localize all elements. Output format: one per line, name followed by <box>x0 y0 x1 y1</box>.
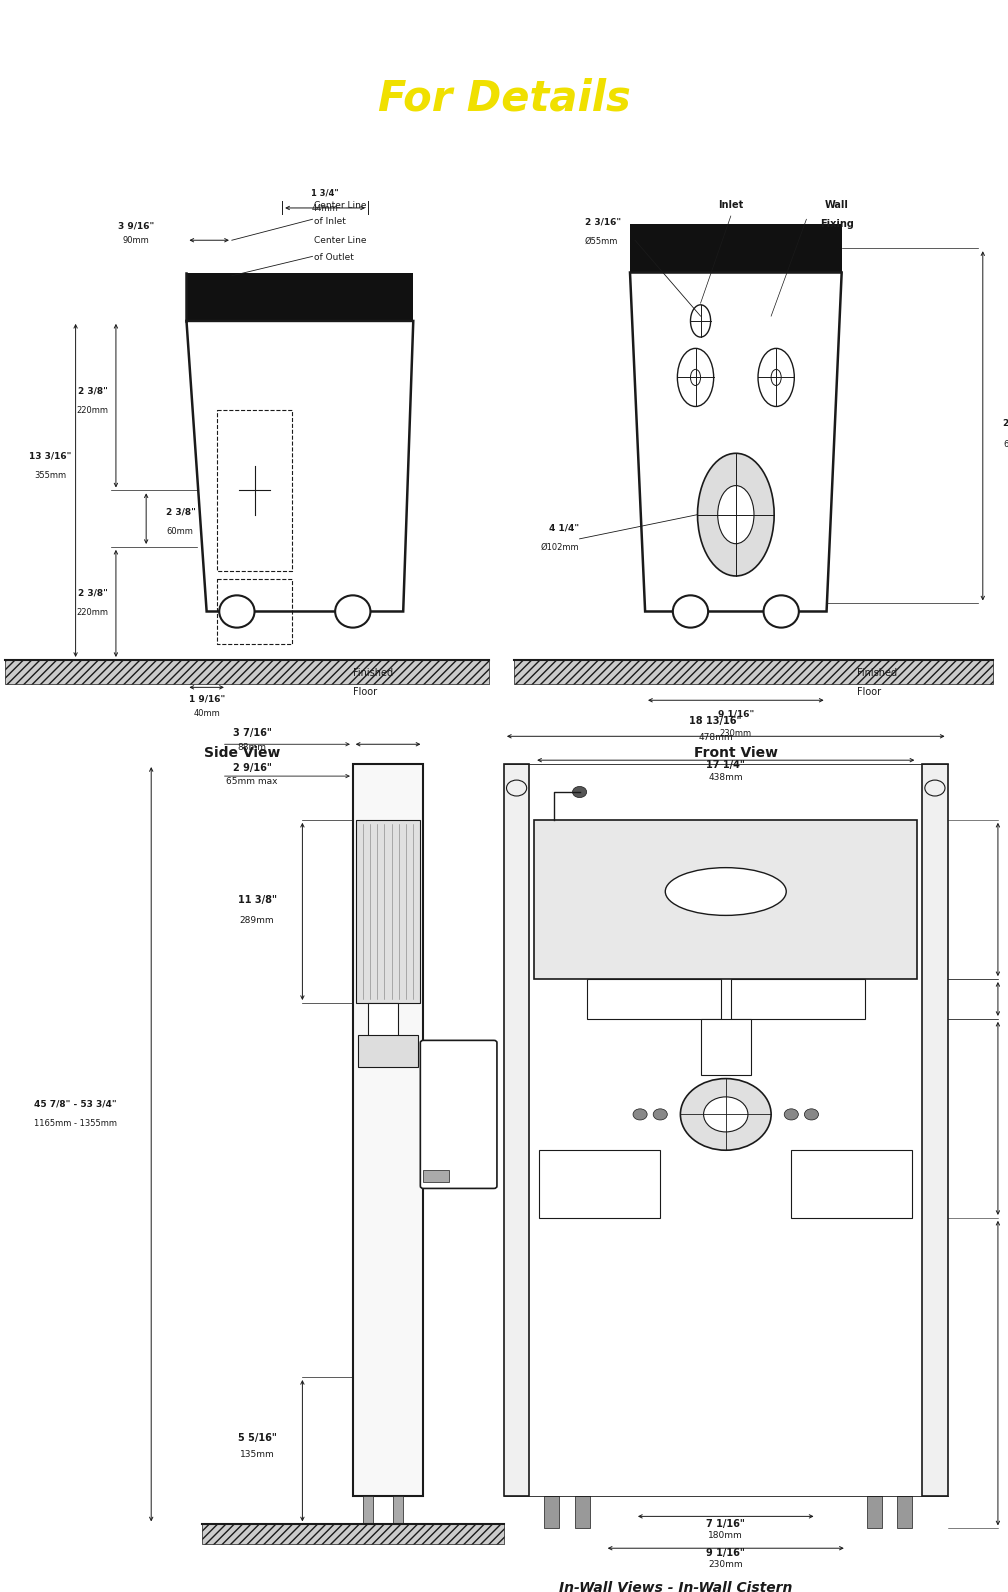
Bar <box>358 1035 418 1067</box>
Bar <box>922 764 948 1496</box>
Text: Floor: Floor <box>857 688 881 697</box>
Text: WALL HUNG: WALL HUNG <box>410 27 598 56</box>
Bar <box>514 661 993 685</box>
Text: 65mm max: 65mm max <box>226 777 278 786</box>
Bar <box>186 272 413 322</box>
Circle shape <box>573 786 587 798</box>
Text: 7 1/16": 7 1/16" <box>707 1519 745 1528</box>
Text: 11 3/8": 11 3/8" <box>238 895 276 906</box>
Text: 220mm: 220mm <box>77 406 109 416</box>
Text: Finished: Finished <box>857 669 897 678</box>
Text: 1 9/16": 1 9/16" <box>188 694 225 704</box>
Text: Side View: Side View <box>204 745 280 759</box>
Text: 88mm: 88mm <box>238 743 266 751</box>
Ellipse shape <box>764 595 798 627</box>
Polygon shape <box>186 322 413 611</box>
Circle shape <box>680 1079 771 1149</box>
Text: 1 3/4": 1 3/4" <box>311 188 339 197</box>
Ellipse shape <box>665 868 786 915</box>
Text: 4 1/4": 4 1/4" <box>549 524 580 533</box>
Text: 9 1/16": 9 1/16" <box>718 710 754 718</box>
Text: 220mm: 220mm <box>77 608 109 616</box>
Text: Inlet: Inlet <box>718 201 744 210</box>
Text: 1165mm - 1355mm: 1165mm - 1355mm <box>34 1119 117 1129</box>
Bar <box>587 979 721 1019</box>
Text: TAP HERE: TAP HERE <box>463 60 545 75</box>
Polygon shape <box>630 272 842 611</box>
Text: Center Line: Center Line <box>314 201 367 210</box>
Text: 9 1/16": 9 1/16" <box>707 1547 745 1559</box>
Text: In-Wall Views - In-Wall Cistern: In-Wall Views - In-Wall Cistern <box>558 1581 792 1592</box>
Text: 230mm: 230mm <box>709 1560 743 1568</box>
Bar <box>393 1496 403 1528</box>
Circle shape <box>653 1108 667 1121</box>
Text: 40mm: 40mm <box>194 710 220 718</box>
Bar <box>867 1496 882 1528</box>
Bar <box>539 1149 660 1218</box>
Circle shape <box>704 1097 748 1132</box>
Circle shape <box>698 454 774 576</box>
Text: Fixing: Fixing <box>820 220 854 229</box>
Text: 180mm: 180mm <box>709 1532 743 1539</box>
Text: 17 1/4": 17 1/4" <box>707 759 745 771</box>
Circle shape <box>804 1108 818 1121</box>
Text: Finished: Finished <box>353 669 393 678</box>
Bar <box>630 224 842 272</box>
Bar <box>423 1170 449 1181</box>
Text: 44mm: 44mm <box>311 204 339 213</box>
Text: 2 3/16": 2 3/16" <box>585 217 621 226</box>
Text: 2 3/8": 2 3/8" <box>78 387 108 395</box>
Bar <box>701 1019 751 1075</box>
Bar <box>5 661 489 685</box>
Text: of Outlet: of Outlet <box>314 253 355 261</box>
Text: 135mm: 135mm <box>240 1450 274 1458</box>
Text: 3 9/16": 3 9/16" <box>118 221 154 231</box>
Text: For Details: For Details <box>378 76 630 119</box>
Text: Center Line: Center Line <box>314 237 367 245</box>
Text: 90mm: 90mm <box>123 237 149 245</box>
Text: 438mm: 438mm <box>709 774 743 782</box>
Bar <box>575 1496 590 1528</box>
Bar <box>363 1496 373 1528</box>
Text: 3 7/16": 3 7/16" <box>233 728 271 739</box>
Text: 355mm: 355mm <box>34 471 67 479</box>
Text: 478mm: 478mm <box>699 734 733 742</box>
Circle shape <box>718 486 754 544</box>
Bar <box>504 764 529 1496</box>
Text: Wall: Wall <box>825 201 849 210</box>
Text: 45 7/8" - 53 3/4": 45 7/8" - 53 3/4" <box>34 1100 117 1108</box>
Bar <box>534 820 917 979</box>
Ellipse shape <box>220 595 254 627</box>
Text: Ø102mm: Ø102mm <box>541 543 580 552</box>
Circle shape <box>784 1108 798 1121</box>
Ellipse shape <box>673 595 708 627</box>
Text: Ø55mm: Ø55mm <box>585 237 618 245</box>
Bar <box>356 820 420 1003</box>
Bar <box>791 1149 912 1218</box>
Text: 60mm: 60mm <box>166 527 194 537</box>
Text: 2 3/8": 2 3/8" <box>166 508 197 517</box>
Bar <box>544 1496 559 1528</box>
FancyBboxPatch shape <box>420 1041 497 1188</box>
Bar <box>731 979 865 1019</box>
Text: 2 3/8": 2 3/8" <box>1003 419 1008 428</box>
Text: 2 9/16": 2 9/16" <box>233 763 271 772</box>
Bar <box>353 764 423 1496</box>
Text: Front View: Front View <box>694 745 778 759</box>
Bar <box>368 1003 398 1043</box>
Bar <box>202 1525 504 1544</box>
Circle shape <box>633 1108 647 1121</box>
Text: Floor: Floor <box>353 688 377 697</box>
Text: 13 3/16": 13 3/16" <box>29 451 72 460</box>
Text: 18 13/16": 18 13/16" <box>689 716 742 726</box>
Text: 289mm: 289mm <box>240 917 274 925</box>
Text: 2 3/8": 2 3/8" <box>78 589 108 597</box>
Text: 230mm: 230mm <box>720 729 752 737</box>
Text: 60mm: 60mm <box>1003 439 1008 449</box>
Ellipse shape <box>335 595 371 627</box>
Bar <box>897 1496 912 1528</box>
Text: 5 5/16": 5 5/16" <box>238 1433 276 1442</box>
Text: of Inlet: of Inlet <box>314 217 347 226</box>
